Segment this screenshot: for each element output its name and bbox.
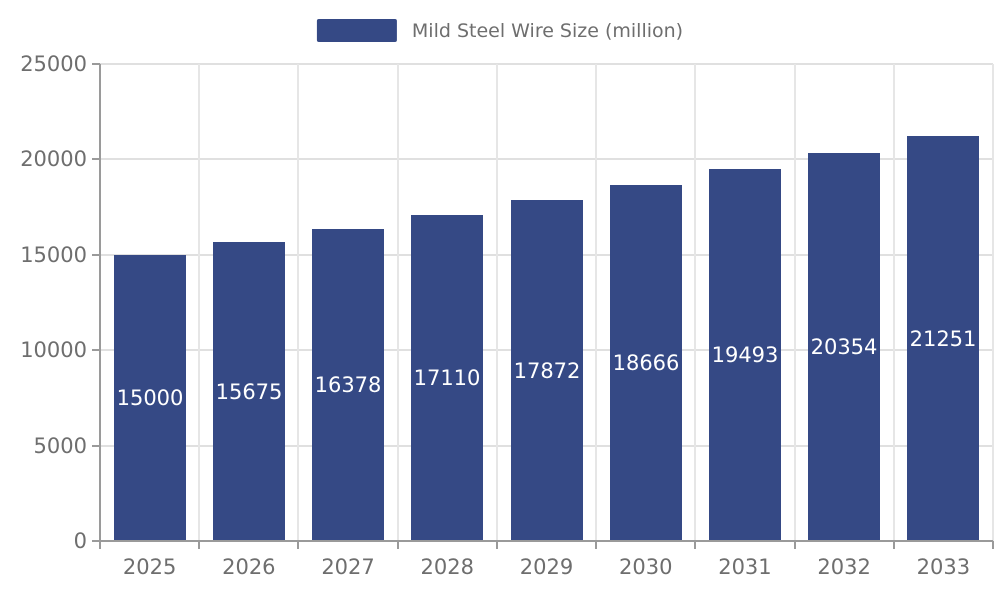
bar-2028[interactable]: 17110 [411,215,483,541]
x-axis-tick [495,541,498,549]
x-axis-tick-label: 2026 [222,555,276,579]
x-axis-tick [297,541,300,549]
x-axis-tick [793,541,796,549]
gridline-vertical [495,64,498,541]
bar-2025[interactable]: 15000 [114,255,186,541]
y-axis-tick [92,349,100,352]
chart-legend[interactable]: Mild Steel Wire Size (million) [316,19,684,42]
x-axis-tick [992,541,994,549]
gridline-vertical [595,64,598,541]
gridline-vertical [793,64,796,541]
x-axis-tick-label: 2028 [420,555,474,579]
gridline-vertical [198,64,201,541]
y-axis-tick-label: 5000 [33,433,87,458]
bar-value-label: 17110 [413,366,481,390]
x-axis-tick [595,541,598,549]
plot-area: 15000 15675 16378 17110 17872 18666 19493 20354… [20,52,994,579]
gridline-vertical [297,64,300,541]
x-axis-tick-label: 2027 [321,555,375,579]
x-axis-tick-label: 2032 [817,555,871,579]
bar-2033[interactable]: 21251 [907,136,979,541]
y-axis-tick [92,444,100,447]
legend-swatch [316,19,397,42]
bar-2026[interactable]: 15675 [213,242,285,541]
x-axis-tick [694,541,697,549]
gridline-vertical [396,64,399,541]
bar-value-label: 17872 [513,358,581,383]
x-axis-tick [198,541,201,549]
bar-value-label: 15675 [215,379,283,404]
y-axis-tick [92,158,100,161]
x-axis-tick [892,541,895,549]
y-axis-line [99,64,101,549]
bar-value-label: 21251 [909,326,977,351]
x-axis-tick-label: 2029 [519,555,574,579]
x-axis-tick-label: 2025 [122,555,177,579]
x-axis-tick-label: 2031 [718,555,772,579]
gridline-horizontal [100,158,993,161]
gridline-vertical [694,64,697,541]
x-axis-tick [396,541,399,549]
bar-2031[interactable]: 19493 [709,169,781,541]
y-axis-tick-label: 20000 [20,147,87,172]
bar-2027[interactable]: 16378 [312,229,384,541]
bar-value-label: 16378 [314,373,382,397]
bar-value-label: 20354 [810,335,878,359]
bar-2029[interactable]: 17872 [511,200,583,541]
bar-2030[interactable]: 18666 [610,185,682,541]
bar-value-label: 18666 [612,351,680,375]
y-axis-tick [92,253,100,256]
y-axis-tick-label: 25000 [20,52,87,76]
bar-value-label: 19493 [711,343,779,367]
gridline-horizontal [100,63,993,65]
gridline-vertical [992,64,994,541]
y-axis-tick-label: 10000 [20,338,87,363]
y-axis-tick-label: 0 [73,529,87,553]
bar-value-label: 15000 [116,386,184,410]
y-axis-tick [92,63,100,65]
gridline-vertical [892,64,895,541]
x-axis-line [92,540,993,542]
x-axis-tick-label: 2030 [618,555,673,579]
legend-label: Mild Steel Wire Size (million) [411,19,684,42]
bar-2032[interactable]: 20354 [808,153,880,541]
x-axis-tick-label: 2033 [916,555,971,579]
y-axis-tick-label: 15000 [20,242,87,267]
